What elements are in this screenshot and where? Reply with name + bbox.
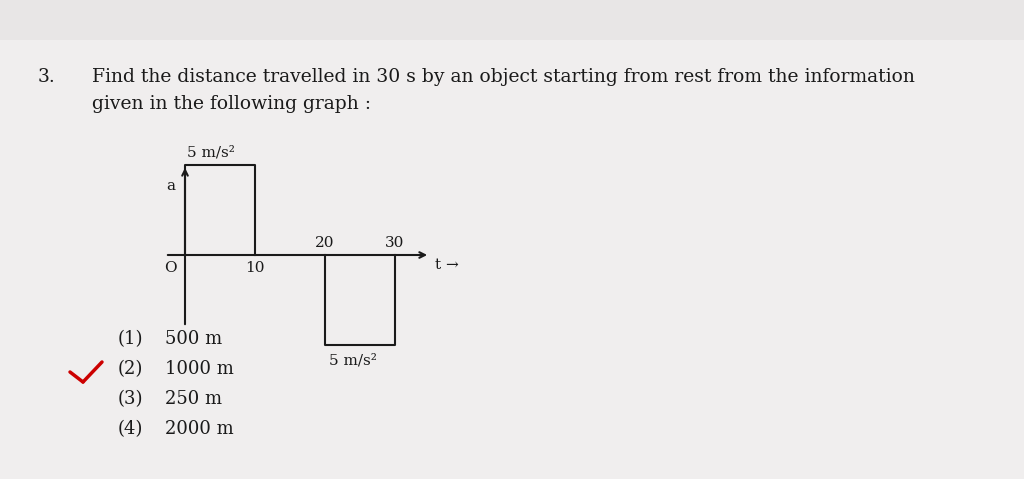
Text: (1): (1) — [118, 330, 143, 348]
Text: a: a — [166, 179, 175, 193]
Text: 10: 10 — [246, 261, 265, 275]
Text: 30: 30 — [385, 236, 404, 250]
Text: 3.: 3. — [38, 68, 55, 86]
Text: 250 m: 250 m — [165, 390, 222, 408]
Text: (3): (3) — [118, 390, 143, 408]
Text: 5 m/s²: 5 m/s² — [329, 353, 377, 367]
Text: (2): (2) — [118, 360, 143, 378]
Text: t →: t → — [435, 258, 459, 272]
Text: 20: 20 — [315, 236, 335, 250]
Bar — [0, 0, 1024, 40]
Text: (4): (4) — [118, 420, 143, 438]
Text: 500 m: 500 m — [165, 330, 222, 348]
Text: 1000 m: 1000 m — [165, 360, 233, 378]
Text: O: O — [165, 261, 177, 275]
Text: 2000 m: 2000 m — [165, 420, 233, 438]
Text: Find the distance travelled in 30 s by an object starting from rest from the inf: Find the distance travelled in 30 s by a… — [92, 68, 914, 86]
Text: given in the following graph :: given in the following graph : — [92, 95, 371, 113]
Text: 5 m/s²: 5 m/s² — [187, 145, 234, 159]
